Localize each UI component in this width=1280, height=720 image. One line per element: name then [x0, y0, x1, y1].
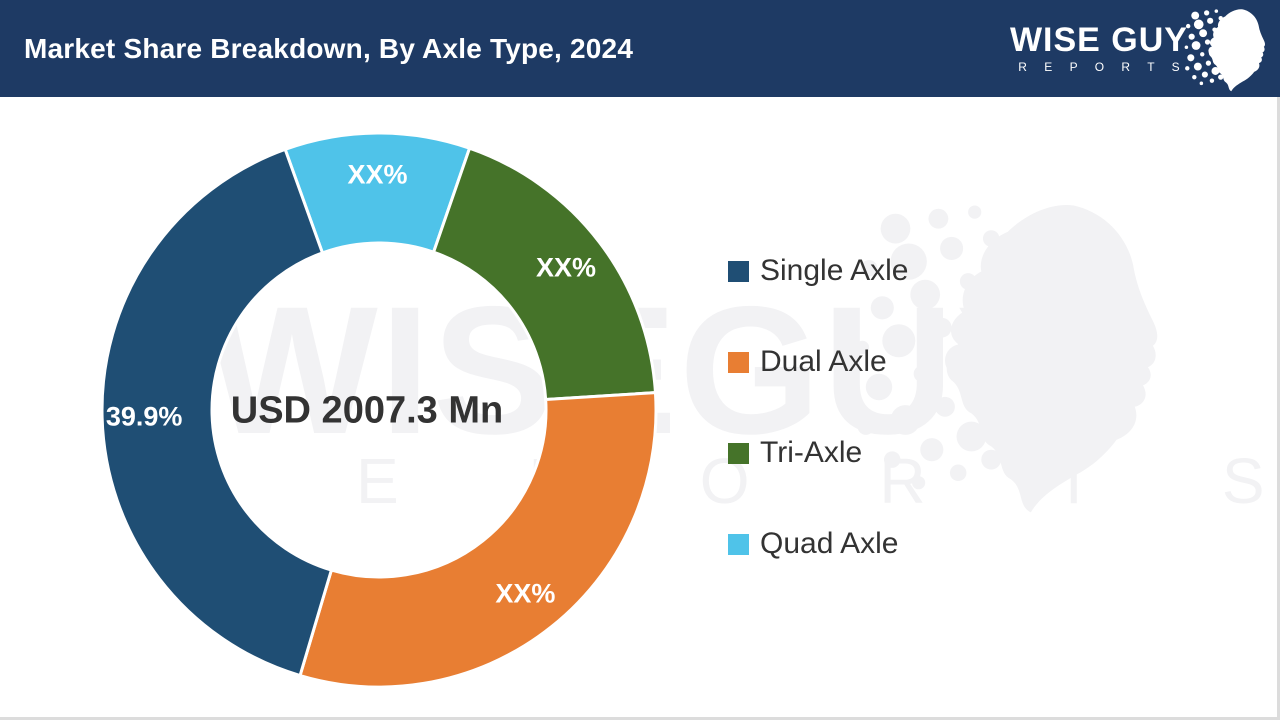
- legend-item-tri-axle: Tri-Axle: [728, 438, 908, 468]
- legend-label: Quad Axle: [760, 527, 899, 560]
- legend-swatch-dual-axle: [728, 351, 749, 373]
- slice-label-quad-axle: XX%: [347, 159, 408, 190]
- slice-label-dual-axle: XX%: [495, 578, 556, 609]
- wiseguy-logo: WISE GUY R E P O R T S: [1010, 5, 1270, 93]
- pie-slice-tri-axle: [431, 146, 658, 402]
- legend-swatch-quad-axle: [728, 533, 749, 555]
- legend-label: Single Axle: [760, 254, 909, 287]
- logo-wordmark: WISE GUY: [1009, 21, 1188, 59]
- page-title: Market Share Breakdown, By Axle Type, 20…: [24, 32, 634, 64]
- legend-label: Dual Axle: [760, 345, 887, 378]
- donut-rings: [100, 131, 658, 689]
- legend-item-single-axle: Single Axle: [728, 256, 908, 286]
- header: Market Share Breakdown, By Axle Type, 20…: [0, 0, 1280, 97]
- legend-item-dual-axle: Dual Axle: [728, 347, 908, 377]
- slice-label-single-axle: 39.9%: [105, 401, 183, 432]
- legend-swatch-tri-axle: [728, 442, 749, 464]
- donut-chart: USD 2007.3 Mn XX% XX% XX% 39.9%: [0, 97, 1277, 717]
- legend-item-quad-axle: Quad Axle: [728, 529, 908, 559]
- legend: Single Axle Dual Axle Tri-Axle Quad Axle: [728, 256, 908, 624]
- legend-label: Tri-Axle: [760, 436, 863, 469]
- center-value: USD 2007.3 Mn: [230, 389, 504, 432]
- slice-label-tri-axle: XX%: [535, 252, 597, 283]
- pie-slice-dual-axle: [298, 391, 658, 689]
- pie-slice-single-axle: [100, 147, 334, 678]
- wiseguy-face-icon: [1184, 8, 1266, 91]
- legend-swatch-single-axle: [728, 260, 749, 282]
- logo-text: WISE GUY R E P O R T S: [1010, 23, 1188, 74]
- logo-subtitle: R E P O R T S: [1018, 60, 1187, 74]
